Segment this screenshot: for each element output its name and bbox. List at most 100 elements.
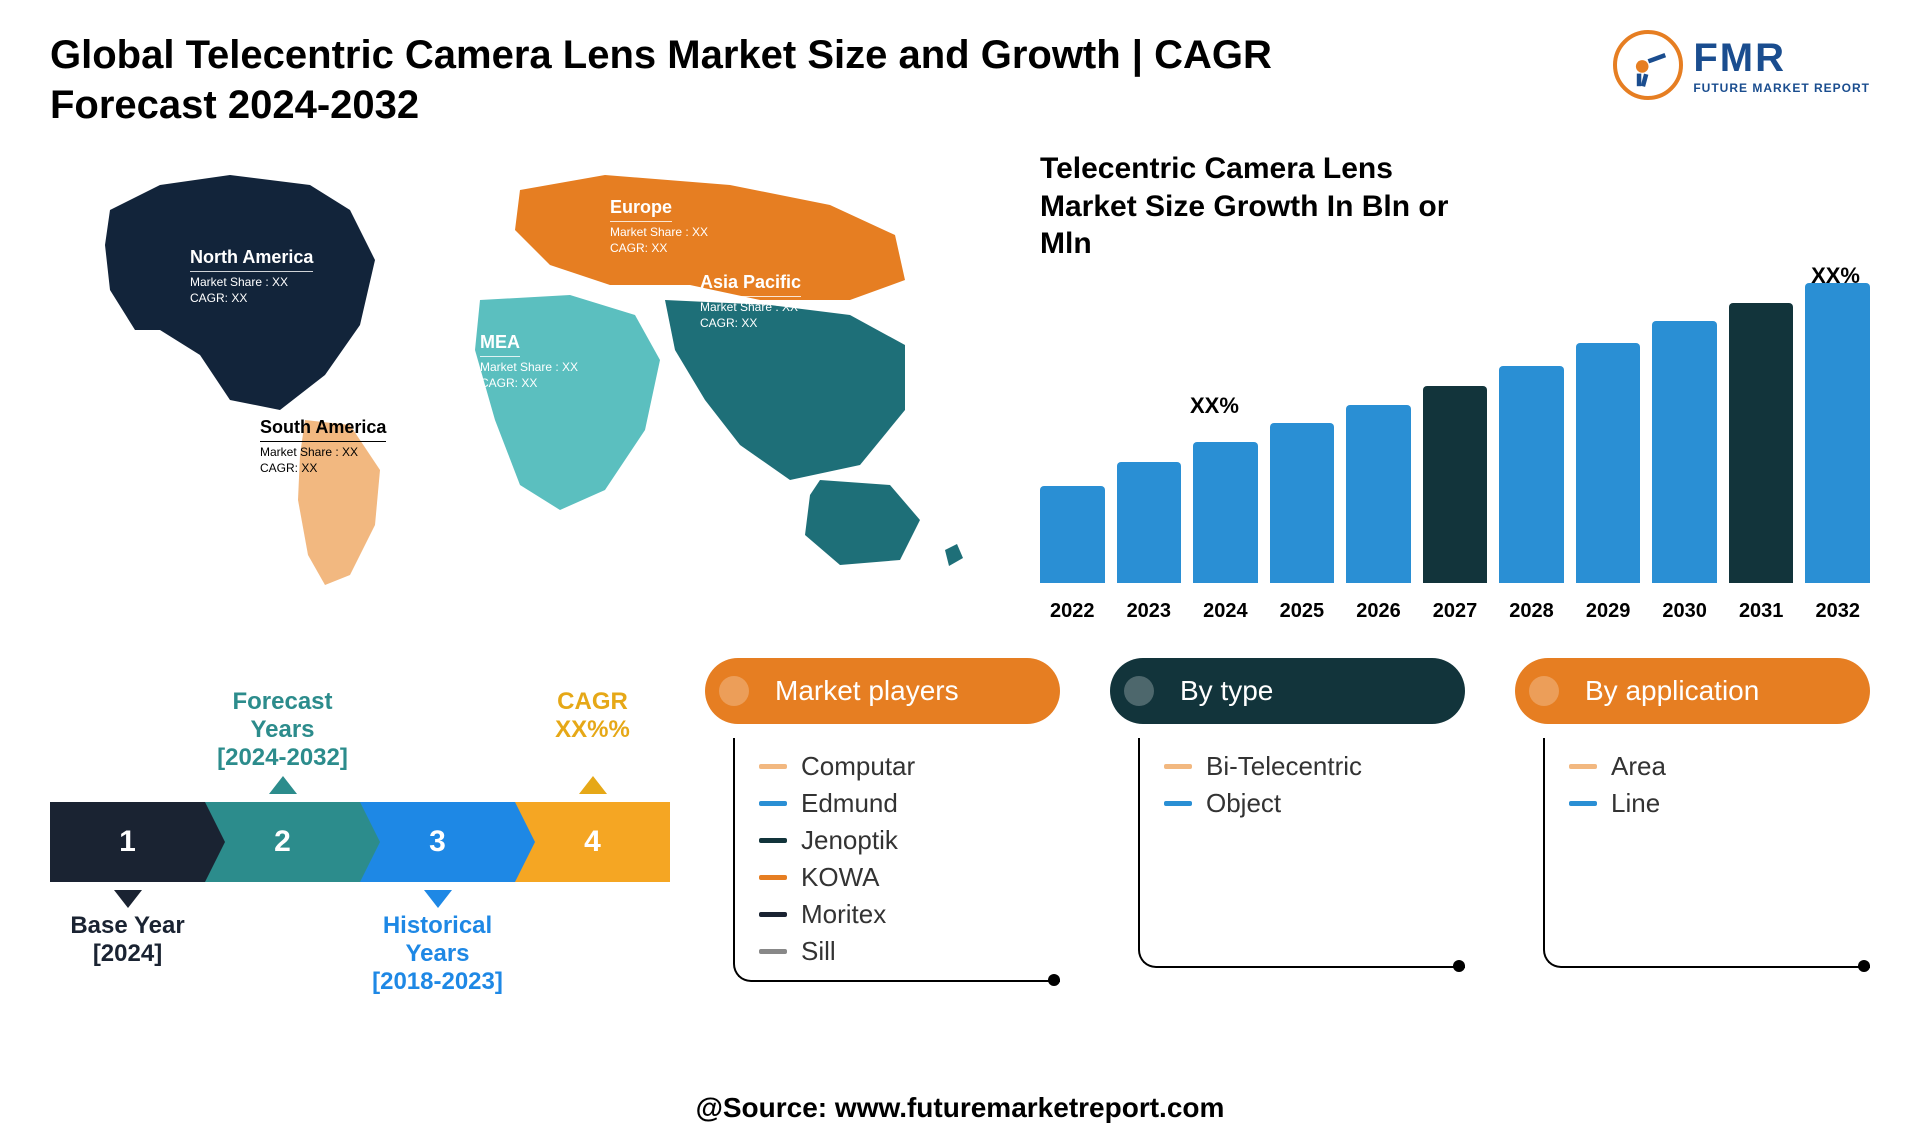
cagr-label: CAGR XX%% — [515, 688, 670, 772]
region-label-ap: Asia Pacific Market Share : XX CAGR: XX — [700, 270, 801, 332]
by-application-block: By application AreaLine — [1515, 658, 1870, 982]
market-players-list: ComputarEdmundJenoptikKOWAMoritexSill — [759, 748, 1060, 970]
bar-year-label: 2023 — [1117, 600, 1182, 623]
page-title: Global Telecentric Camera Lens Market Si… — [50, 30, 1350, 130]
pills-row: Market players ComputarEdmundJenoptikKOW… — [705, 658, 1870, 982]
region-share: Market Share : XX — [260, 444, 386, 460]
bar — [1576, 343, 1641, 583]
bar-chart: Telecentric Camera Lens Market Size Grow… — [1040, 150, 1870, 623]
list-item: Sill — [759, 933, 1060, 970]
list-item: Area — [1569, 748, 1870, 785]
region-name: MEA — [480, 330, 520, 357]
by-type-block: By type Bi-TelecentricObject — [1110, 658, 1465, 982]
region-name: Europe — [610, 195, 672, 222]
fmr-logo-icon — [1613, 30, 1683, 100]
region-name: Asia Pacific — [700, 270, 801, 297]
header: Global Telecentric Camera Lens Market Si… — [50, 30, 1870, 130]
region-label-mea: MEA Market Share : XX CAGR: XX — [480, 330, 578, 392]
bar-year-label: 2024 — [1193, 600, 1258, 623]
region-share: Market Share : XX — [700, 299, 801, 315]
dash-icon — [1164, 764, 1192, 769]
timeline-step-3: 3 — [360, 802, 515, 882]
arrow-down-icon — [114, 890, 142, 908]
bar — [1499, 366, 1564, 582]
logo-fmr: FMR — [1693, 36, 1870, 81]
timeline-arrows-bottom — [50, 890, 670, 908]
market-players-pill: Market players — [705, 658, 1060, 724]
region-name: North America — [190, 245, 313, 272]
timeline-step-2: 2 — [205, 802, 360, 882]
forecast-years-label: Forecast Years [2024-2032] — [205, 688, 360, 772]
fmr-logo: FMR FUTURE MARKET REPORT — [1613, 30, 1870, 100]
map-region-ap-aus — [805, 480, 920, 565]
timeline-bar: 1 2 3 4 — [50, 802, 670, 882]
bar-year-label: 2028 — [1499, 600, 1564, 623]
logo-sub: FUTURE MARKET REPORT — [1693, 81, 1870, 95]
chart-title: Telecentric Camera Lens Market Size Grow… — [1040, 150, 1460, 263]
region-cagr: CAGR: XX — [190, 290, 313, 306]
list-item: Edmund — [759, 785, 1060, 822]
bar-col — [1193, 442, 1258, 583]
by-application-list: AreaLine — [1569, 748, 1870, 822]
main-row: North America Market Share : XX CAGR: XX… — [50, 150, 1870, 623]
list-item: Object — [1164, 785, 1465, 822]
list-item: Computar — [759, 748, 1060, 785]
bar-col — [1576, 343, 1641, 583]
bar-col — [1499, 366, 1564, 582]
by-type-list: Bi-Telecentric Object — [1164, 748, 1465, 822]
market-players-block: Market players ComputarEdmundJenoptikKOW… — [705, 658, 1060, 982]
dash-icon — [759, 838, 787, 843]
region-label-eu: Europe Market Share : XX CAGR: XX — [610, 195, 708, 257]
list-item: Line — [1569, 785, 1870, 822]
dash-icon — [759, 949, 787, 954]
list-item-label: Bi-Telecentric — [1206, 751, 1362, 782]
dash-icon — [1569, 764, 1597, 769]
list-item: Jenoptik — [759, 822, 1060, 859]
bar-col — [1729, 303, 1794, 583]
bar-year-label: 2022 — [1040, 600, 1105, 623]
region-label-sa: South America Market Share : XX CAGR: XX — [260, 415, 386, 477]
bar — [1040, 486, 1105, 583]
by-application-pill: By application — [1515, 658, 1870, 724]
bar-col — [1423, 386, 1488, 582]
fmr-logo-text: FMR FUTURE MARKET REPORT — [1693, 36, 1870, 95]
bar-year-label: 2029 — [1576, 600, 1641, 623]
region-cagr: CAGR: XX — [700, 315, 801, 331]
region-cagr: CAGR: XX — [610, 240, 708, 256]
bar-col — [1117, 462, 1182, 583]
dash-icon — [759, 912, 787, 917]
region-share: Market Share : XX — [610, 224, 708, 240]
bar — [1423, 386, 1488, 582]
list-item-label: Sill — [801, 936, 836, 967]
list-item-label: Jenoptik — [801, 825, 898, 856]
bar-col — [1652, 321, 1717, 583]
timeline-step-1: 1 — [50, 802, 205, 882]
timeline-step-4: 4 — [515, 802, 670, 882]
list-item-label: Moritex — [801, 899, 886, 930]
region-label-na: North America Market Share : XX CAGR: XX — [190, 245, 313, 307]
dash-icon — [759, 801, 787, 806]
map-region-ap-nz — [945, 544, 963, 566]
list-item-label: Edmund — [801, 788, 898, 819]
world-map: North America Market Share : XX CAGR: XX… — [50, 150, 1010, 590]
dash-icon — [759, 875, 787, 880]
list-item-label: Computar — [801, 751, 915, 782]
source-attribution: @Source: www.futuremarketreport.com — [0, 1092, 1920, 1124]
bars — [1040, 283, 1870, 583]
info-columns: Market players ComputarEdmundJenoptikKOW… — [705, 658, 1870, 996]
bars-wrap: XX% XX% 20222023202420252026202720282029… — [1040, 273, 1870, 623]
bar-col — [1270, 423, 1335, 582]
arrow-up-icon — [269, 776, 297, 794]
dash-icon — [1569, 801, 1597, 806]
bar-year-label: 2030 — [1652, 600, 1717, 623]
lower-row: Forecast Years [2024-2032] CAGR XX%% 1 2… — [50, 658, 1870, 996]
base-year-label: Base Year [2024] — [50, 912, 205, 996]
historical-years-label: Historical Years [2018-2023] — [360, 912, 515, 996]
timeline: Forecast Years [2024-2032] CAGR XX%% 1 2… — [50, 658, 670, 996]
list-item-label: Object — [1206, 788, 1281, 819]
by-type-bracket: Bi-Telecentric Object — [1138, 738, 1465, 968]
bar-year-label: 2026 — [1346, 600, 1411, 623]
dash-icon — [759, 764, 787, 769]
region-share: Market Share : XX — [190, 274, 313, 290]
bar — [1805, 283, 1870, 583]
